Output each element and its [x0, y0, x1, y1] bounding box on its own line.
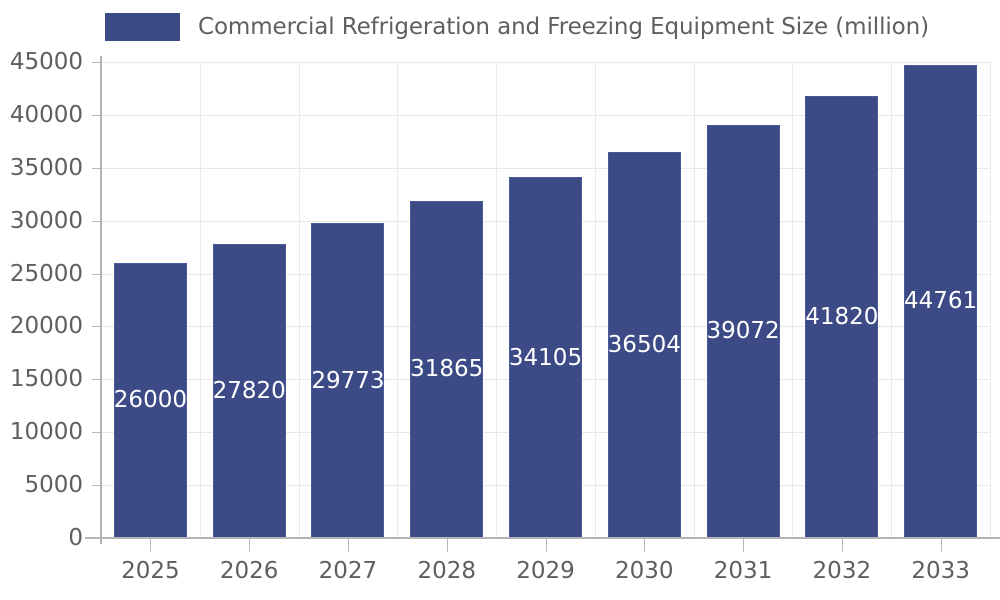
bar[interactable]	[508, 177, 583, 538]
y-axis-tick-label: 0	[68, 525, 83, 551]
y-axis-tick-label: 30000	[9, 207, 83, 234]
plot-area: 26000 27820 29773 31865 34105 36504 39072 41820…	[101, 62, 991, 539]
y-axis-tick-mark	[92, 114, 101, 116]
x-axis-tick-label: 2032	[812, 558, 872, 584]
x-axis-tick-label: 2026	[219, 558, 279, 584]
gridline-horizontal	[101, 167, 990, 169]
gridline-vertical	[299, 62, 300, 538]
x-axis-tick-label: 2027	[318, 558, 378, 584]
x-axis-tick-label: 2030	[614, 558, 674, 584]
y-axis-tick-mark	[92, 62, 101, 63]
x-axis-tick-mark	[150, 539, 152, 552]
legend-label: Commercial Refrigeration and Freezing Eq…	[198, 14, 929, 40]
y-axis-tick-mark	[92, 220, 101, 222]
gridline-vertical	[694, 62, 695, 538]
x-axis-tick-mark	[347, 539, 349, 552]
y-axis-line	[100, 56, 102, 544]
gridline-vertical	[792, 62, 793, 538]
legend-color-swatch	[105, 13, 180, 41]
y-axis-tick-label: 20000	[9, 313, 83, 340]
bar[interactable]	[607, 151, 681, 538]
y-axis-tick-label: 5000	[24, 472, 83, 499]
x-axis-line	[85, 537, 1000, 539]
x-axis-tick-mark	[644, 539, 646, 552]
y-axis-tick-mark	[92, 326, 101, 328]
y-axis-tick-label: 15000	[9, 366, 83, 393]
x-axis-tick-label: 2028	[417, 558, 476, 584]
y-axis-tick-mark	[92, 273, 101, 275]
y-axis-tick-mark	[92, 432, 101, 434]
gridline-vertical	[200, 62, 201, 538]
x-axis-tick-mark	[940, 539, 942, 552]
chart-legend: Commercial Refrigeration and Freezing Eq…	[105, 13, 929, 41]
y-axis-tick-mark	[92, 538, 101, 539]
bar[interactable]	[113, 262, 187, 538]
gridline-vertical	[990, 62, 991, 538]
gridline-vertical	[891, 62, 892, 538]
x-axis-tick-label: 2031	[713, 558, 773, 584]
bar[interactable]	[212, 243, 286, 538]
gridline-vertical	[496, 62, 497, 538]
x-axis-tick-mark	[743, 539, 745, 552]
x-axis-tick-mark	[841, 539, 843, 552]
x-axis-tick-mark	[249, 539, 251, 552]
bar[interactable]	[904, 64, 978, 538]
bar[interactable]	[410, 200, 484, 538]
x-axis-tick-label: 2025	[121, 558, 180, 584]
y-axis-tick-mark	[92, 485, 101, 487]
x-axis-tick-mark	[446, 539, 448, 552]
y-axis-tick-labels: 0 5000 10000 15000 20000 25000 30000 35000 40000…	[0, 0, 91, 600]
gridline-horizontal	[101, 62, 990, 63]
gridline-vertical	[595, 62, 596, 538]
y-axis-tick-label: 40000	[9, 101, 83, 128]
x-axis-tick-mark	[545, 539, 547, 552]
bar[interactable]	[805, 95, 879, 538]
y-axis-tick-mark	[92, 167, 101, 169]
bar[interactable]	[311, 223, 385, 538]
y-axis-tick-label: 35000	[9, 154, 83, 181]
y-axis-tick-label: 45000	[9, 49, 83, 75]
x-axis-tick-label: 2029	[516, 558, 575, 584]
y-axis-tick-label: 25000	[9, 260, 83, 287]
y-axis-tick-mark	[92, 379, 101, 381]
gridline-horizontal	[101, 114, 990, 116]
y-axis-tick-label: 10000	[9, 419, 83, 446]
x-axis-tick-label: 2033	[911, 558, 970, 584]
bar[interactable]	[706, 124, 780, 538]
gridline-vertical	[397, 62, 398, 538]
